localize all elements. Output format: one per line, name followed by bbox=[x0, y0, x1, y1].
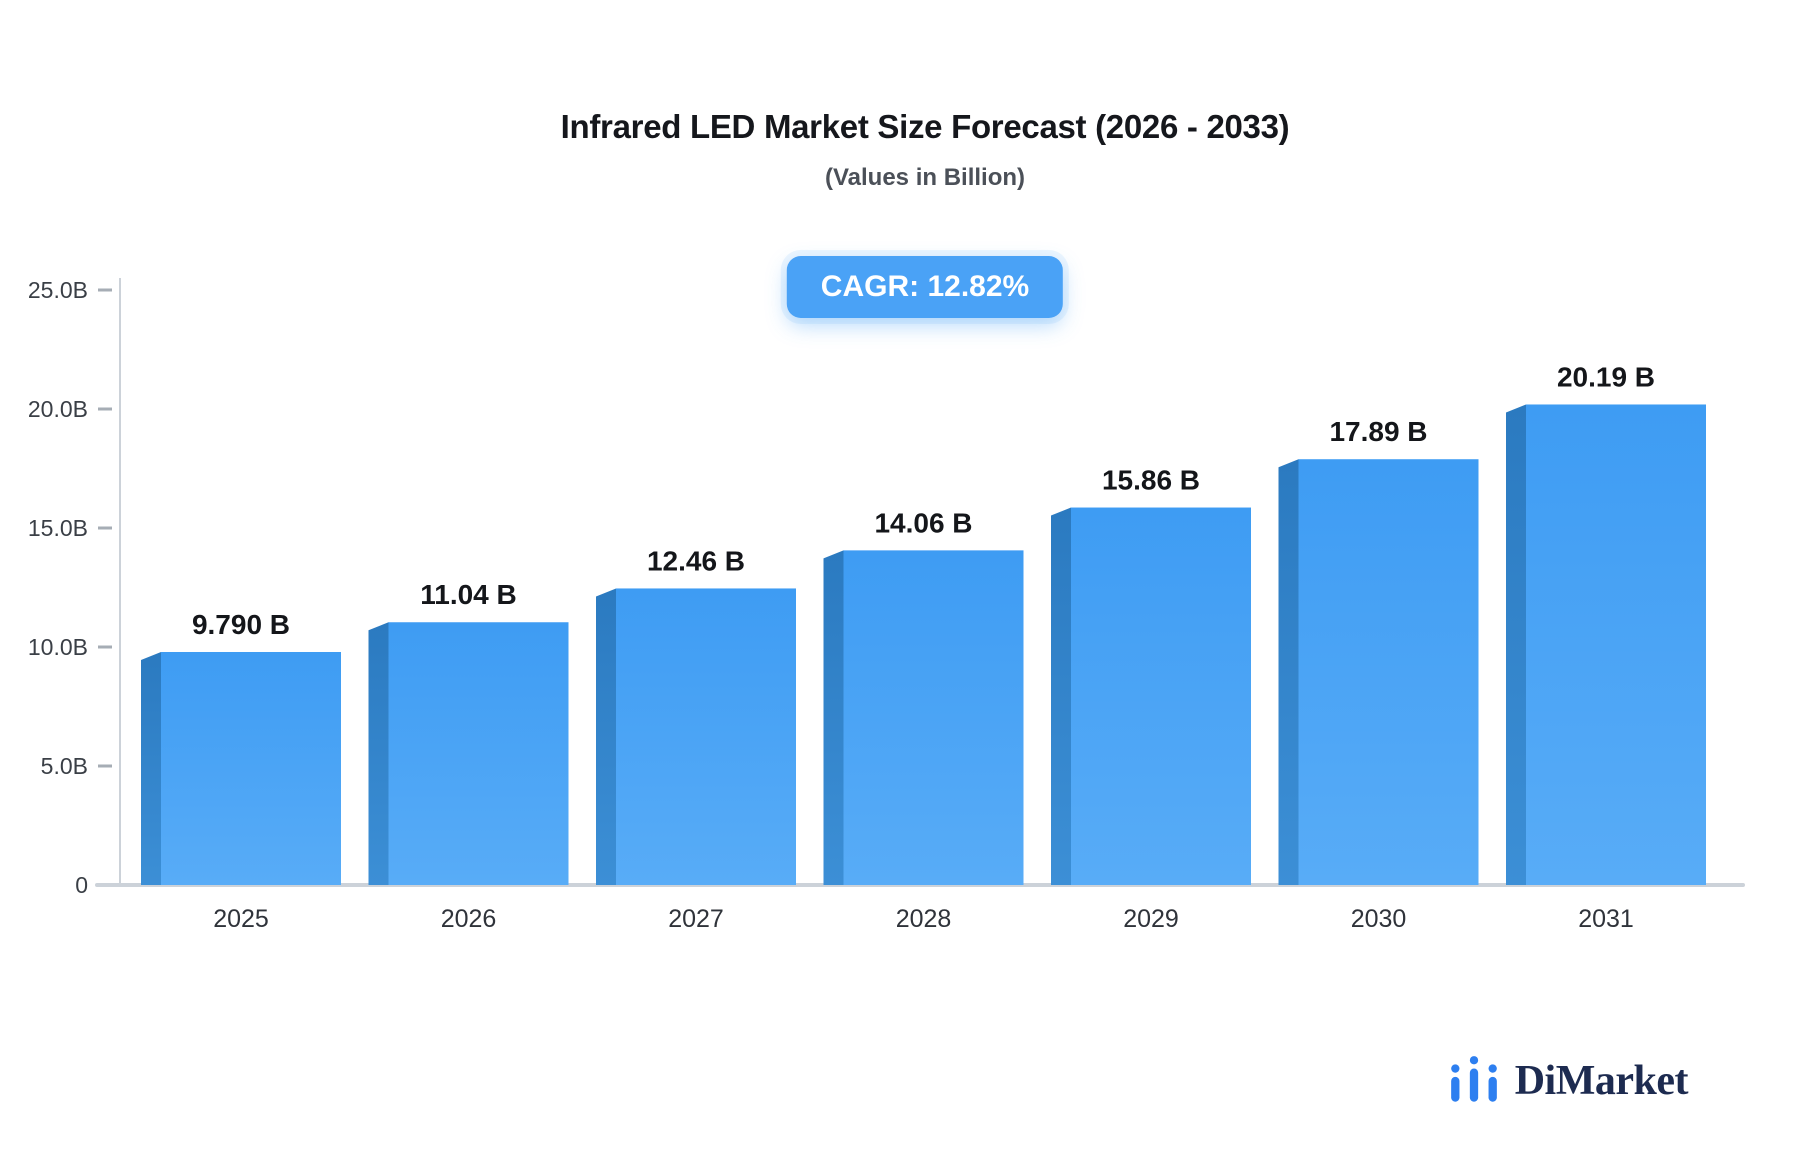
bar-value-label: 15.86 B bbox=[1102, 465, 1200, 496]
x-axis-label: 2026 bbox=[441, 905, 497, 933]
chart-title: Infrared LED Market Size Forecast (2026 … bbox=[560, 108, 1290, 145]
y-tick-label: 0 bbox=[75, 872, 88, 898]
bar-main-face bbox=[1071, 507, 1251, 885]
cagr-badge: CAGR: 12.82% bbox=[786, 256, 1064, 318]
bar-main-face bbox=[843, 550, 1024, 885]
bar-main-face bbox=[1526, 404, 1706, 885]
bar-value-label: 14.06 B bbox=[874, 507, 972, 538]
y-tick-label: 10.0B bbox=[28, 634, 88, 660]
y-tick-label: 20.0B bbox=[28, 396, 88, 422]
bar-side-face bbox=[823, 550, 844, 885]
bar-value-label: 9.790 B bbox=[192, 609, 290, 640]
bar-main-face bbox=[1298, 459, 1479, 885]
bar-main-face bbox=[161, 651, 341, 885]
x-axis-label: 2027 bbox=[668, 905, 724, 933]
brand-name: DiMarket bbox=[1514, 1058, 1689, 1104]
bar-value-label: 20.19 B bbox=[1557, 361, 1655, 392]
y-tick-label: 25.0B bbox=[28, 277, 88, 303]
bar-main-face bbox=[388, 622, 569, 885]
bar-main-face bbox=[616, 588, 796, 885]
chart-subtitle: (Values in Billion) bbox=[824, 164, 1026, 191]
y-tick-label: 15.0B bbox=[28, 515, 88, 541]
x-axis-label: 2029 bbox=[1123, 905, 1179, 933]
dimarket-logo: DiMarket bbox=[1447, 1056, 1689, 1106]
x-axis-label: 2031 bbox=[1578, 905, 1634, 933]
x-axis-label: 2030 bbox=[1351, 905, 1407, 933]
dimarket-logo-icon bbox=[1450, 1056, 1497, 1102]
bars-layer: 9.790 B 2025 11.04 B 2026 12.46 B 2027 14.06 B… bbox=[141, 361, 1706, 933]
bar-side-face bbox=[1506, 404, 1526, 885]
bar-side-face bbox=[1051, 507, 1071, 885]
x-axis-label: 2028 bbox=[896, 905, 952, 933]
x-axis-label: 2025 bbox=[213, 905, 269, 933]
bar-side-face bbox=[596, 588, 616, 885]
bar-value-label: 12.46 B bbox=[647, 545, 745, 576]
bar-side-face bbox=[368, 622, 389, 885]
bar-value-label: 17.89 B bbox=[1329, 416, 1427, 447]
bar-value-label: 11.04 B bbox=[420, 579, 517, 610]
bar-side-face bbox=[1278, 459, 1299, 885]
y-tick-label: 5.0B bbox=[41, 753, 88, 779]
bar-side-face bbox=[141, 651, 161, 885]
